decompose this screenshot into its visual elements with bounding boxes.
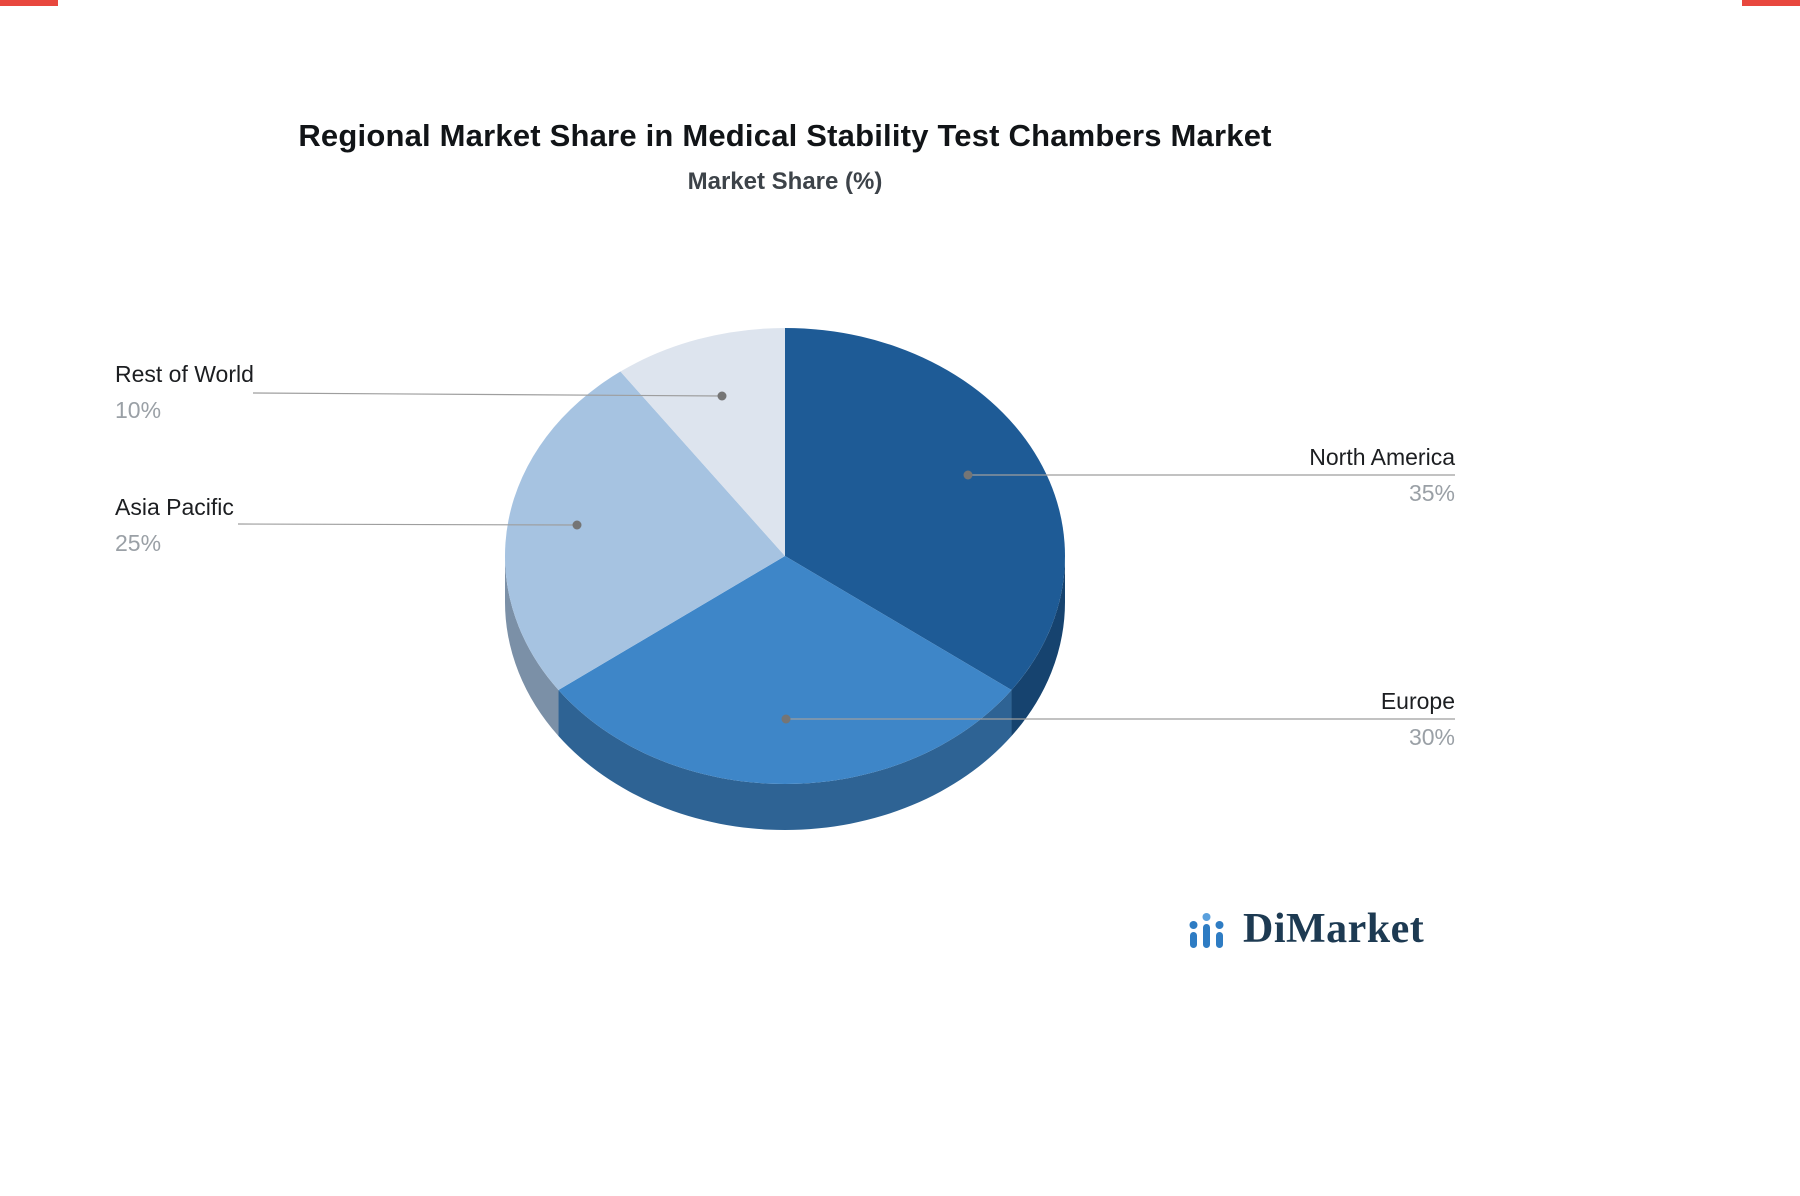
dimarket-logo: DiMarket	[1185, 905, 1424, 953]
pie-slice-europe	[558, 556, 1012, 784]
pie-slice-asia-pacific	[504, 371, 785, 691]
pie-slice-side-north-america	[1011, 556, 1065, 737]
slice-label-north-america: North America	[1309, 444, 1455, 470]
chart-subtitle: Market Share (%)	[687, 168, 883, 195]
leader-line-asia-pacific	[237, 523, 578, 526]
slice-label-rest-of-world: Rest of World	[115, 361, 254, 387]
callout-north-america: North America 35%	[1309, 443, 1455, 507]
slice-value-asia-pacific: 25%	[115, 530, 162, 556]
pie-slice-side-europe	[558, 690, 1012, 830]
pie-slice-side-asia-pacific	[505, 556, 559, 737]
corner-accent-right	[1742, 0, 1800, 6]
slice-label-europe: Europe	[1380, 688, 1455, 714]
leader-lines-group	[237, 391, 1455, 724]
callout-europe: Europe 30%	[1381, 687, 1455, 751]
callout-asia-pacific: Asia Pacific 25%	[115, 493, 234, 557]
leader-dot-north-america	[963, 470, 973, 480]
bar-chart-icon	[1189, 913, 1224, 948]
leader-dot-asia-pacific	[572, 520, 582, 530]
leader-dot-europe	[781, 714, 791, 724]
pie-slice-north-america	[785, 328, 1065, 691]
logo-text: DiMarket	[1243, 906, 1425, 952]
slice-value-north-america: 35%	[1408, 480, 1455, 506]
pie-slice-rest-of-world	[620, 328, 785, 556]
slice-value-rest-of-world: 10%	[115, 397, 162, 423]
slice-value-europe: 30%	[1408, 724, 1455, 750]
slice-label-asia-pacific: Asia Pacific	[115, 494, 234, 520]
pie-slices-group	[504, 328, 1065, 830]
leader-line-rest-of-world	[252, 392, 723, 397]
callout-rest-of-world: Rest of World 10%	[115, 360, 254, 424]
leader-dot-rest-of-world	[717, 391, 727, 401]
corner-accent-left	[0, 0, 58, 6]
chart-title: Regional Market Share in Medical Stabili…	[298, 118, 1272, 153]
